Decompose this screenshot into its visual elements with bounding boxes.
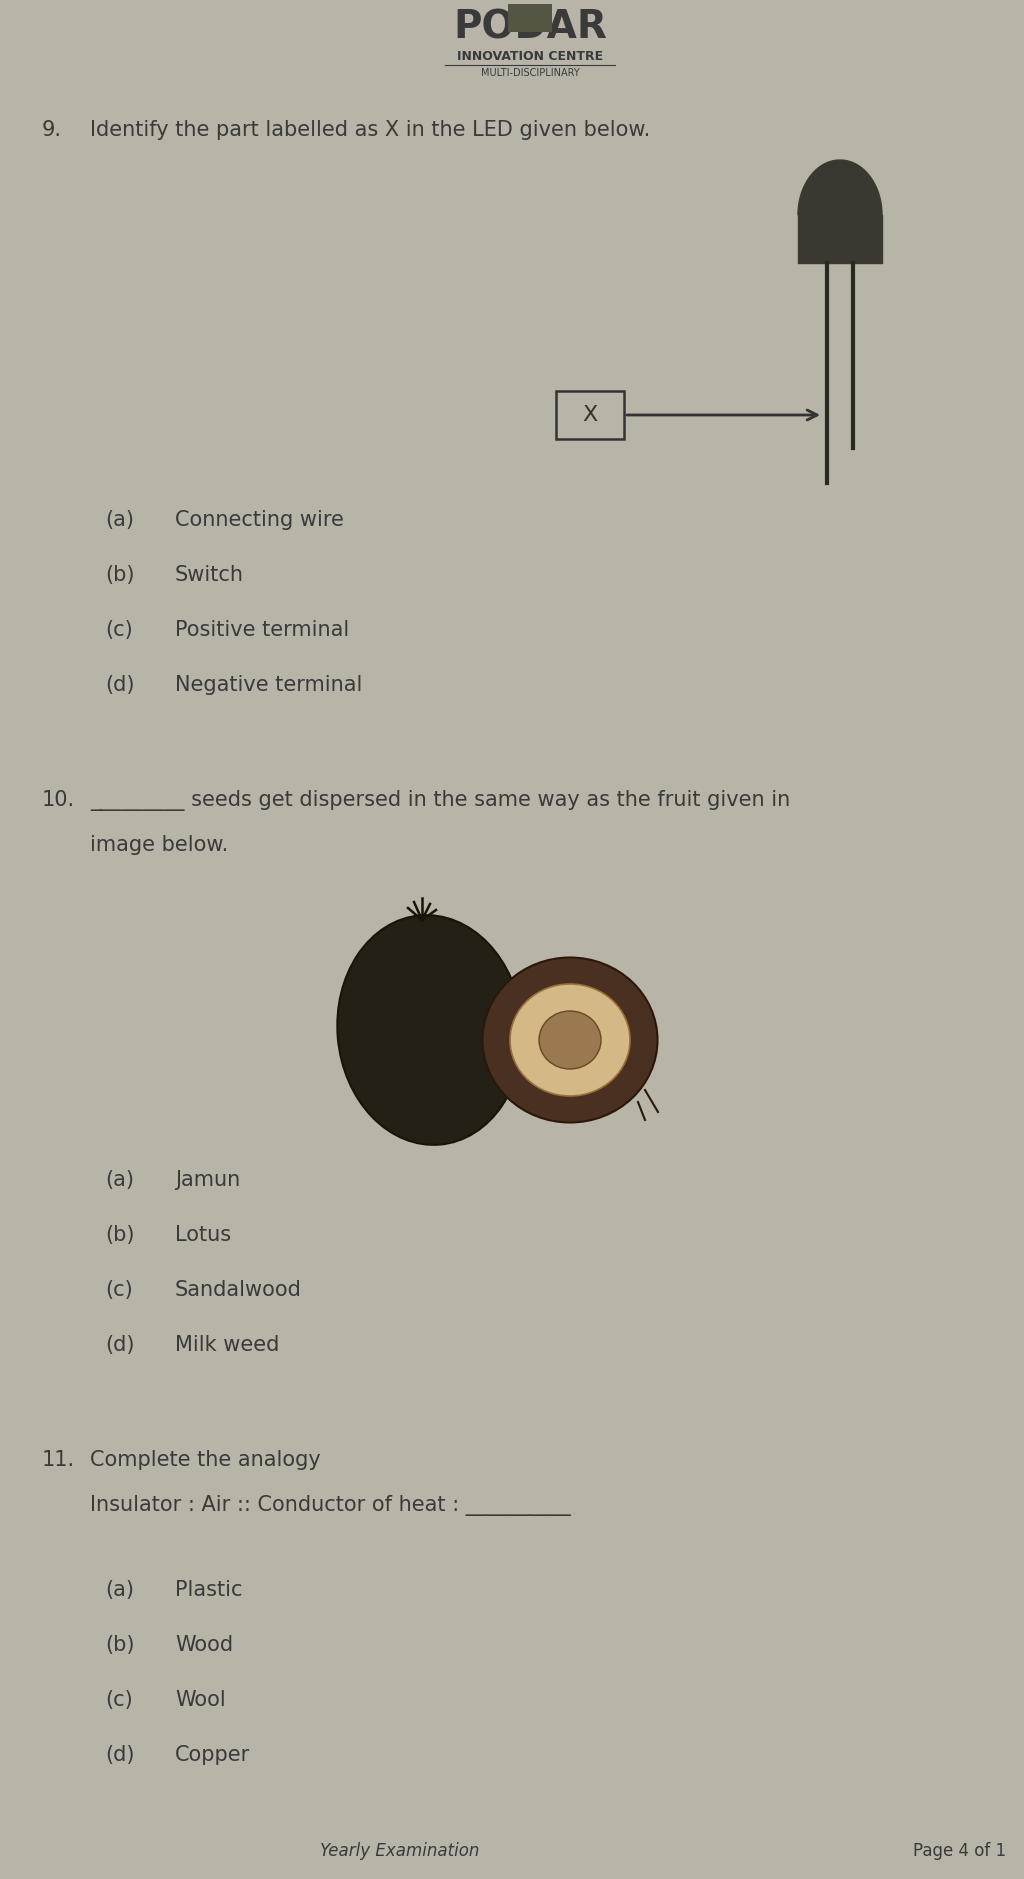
Text: Insulator : Air :: Conductor of heat : __________: Insulator : Air :: Conductor of heat : _… [90, 1496, 570, 1516]
Text: (d): (d) [105, 675, 134, 695]
Text: Milk weed: Milk weed [175, 1334, 280, 1355]
Text: Positive terminal: Positive terminal [175, 620, 349, 641]
Polygon shape [798, 160, 882, 214]
Bar [508, 4, 552, 32]
Text: 11.: 11. [42, 1451, 75, 1469]
Text: Yearly Examination: Yearly Examination [321, 1841, 479, 1860]
Polygon shape [798, 214, 882, 263]
Text: X: X [583, 406, 598, 425]
Ellipse shape [510, 985, 630, 1095]
Text: (a): (a) [105, 1580, 134, 1601]
Text: image below.: image below. [90, 834, 228, 855]
Text: (c): (c) [105, 1280, 133, 1300]
Text: (a): (a) [105, 509, 134, 530]
Text: 9.: 9. [42, 120, 62, 141]
Ellipse shape [482, 958, 657, 1122]
Text: (d): (d) [105, 1334, 134, 1355]
Text: Copper: Copper [175, 1746, 250, 1764]
Bar [556, 391, 624, 440]
Ellipse shape [337, 915, 522, 1144]
Text: Switch: Switch [175, 566, 244, 584]
Text: Lotus: Lotus [175, 1225, 231, 1246]
Text: Jamun: Jamun [175, 1171, 241, 1189]
Text: Identify the part labelled as X in the LED given below.: Identify the part labelled as X in the L… [90, 120, 650, 141]
Text: (b): (b) [105, 1225, 134, 1246]
Ellipse shape [539, 1011, 601, 1069]
Text: _________ seeds get dispersed in the same way as the fruit given in: _________ seeds get dispersed in the sam… [90, 789, 791, 812]
Text: (a): (a) [105, 1171, 134, 1189]
Text: PODAR: PODAR [453, 8, 607, 45]
Text: Wool: Wool [175, 1689, 225, 1710]
Text: (c): (c) [105, 620, 133, 641]
Text: (b): (b) [105, 1635, 134, 1655]
Text: (d): (d) [105, 1746, 134, 1764]
Text: Connecting wire: Connecting wire [175, 509, 344, 530]
Text: MULTI-DISCIPLINARY: MULTI-DISCIPLINARY [480, 68, 580, 79]
Text: Complete the analogy: Complete the analogy [90, 1451, 321, 1469]
Text: Sandalwood: Sandalwood [175, 1280, 302, 1300]
Text: (b): (b) [105, 566, 134, 584]
Text: INNOVATION CENTRE: INNOVATION CENTRE [457, 51, 603, 64]
Text: Negative terminal: Negative terminal [175, 675, 362, 695]
Text: Plastic: Plastic [175, 1580, 243, 1601]
Text: Wood: Wood [175, 1635, 233, 1655]
Text: 10.: 10. [42, 789, 75, 810]
Text: Page 4 of 1: Page 4 of 1 [913, 1841, 1007, 1860]
Text: (c): (c) [105, 1689, 133, 1710]
